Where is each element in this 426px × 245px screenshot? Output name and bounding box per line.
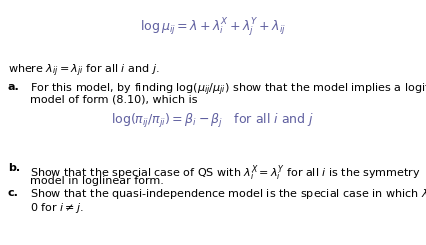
Text: $0$ for $i \neq j$.: $0$ for $i \neq j$.	[30, 201, 83, 215]
Text: where $\lambda_{ij} = \lambda_{ji}$ for all $i$ and $j$.: where $\lambda_{ij} = \lambda_{ji}$ for …	[8, 63, 159, 79]
Text: $\log \mu_{ij} = \lambda + \lambda_i^X + \lambda_j^Y + \lambda_{ij}$: $\log \mu_{ij} = \lambda + \lambda_i^X +…	[140, 17, 286, 39]
Text: b.: b.	[8, 163, 20, 173]
Text: Show that the quasi-independence model is the special case in which $\lambda_{ij: Show that the quasi-independence model i…	[30, 188, 426, 204]
Text: $\log(\pi_{ij}/\pi_{ji}) = \beta_i - \beta_j \quad \mathrm{for\ all}\ i\ \mathrm: $\log(\pi_{ij}/\pi_{ji}) = \beta_i - \be…	[111, 112, 315, 130]
Text: Show that the special case of QS with $\lambda_i^X = \lambda_i^Y$ for all $i$ is: Show that the special case of QS with $\…	[30, 163, 420, 183]
Text: a.: a.	[8, 82, 20, 92]
Text: model in loglinear form.: model in loglinear form.	[30, 176, 164, 186]
Text: c.: c.	[8, 188, 19, 198]
Text: model of form (8.10), which is: model of form (8.10), which is	[30, 95, 198, 105]
Text: For this model, by finding $\log(\mu_{ij}/\mu_{ji})$ show that the model implies: For this model, by finding $\log(\mu_{ij…	[30, 82, 426, 98]
